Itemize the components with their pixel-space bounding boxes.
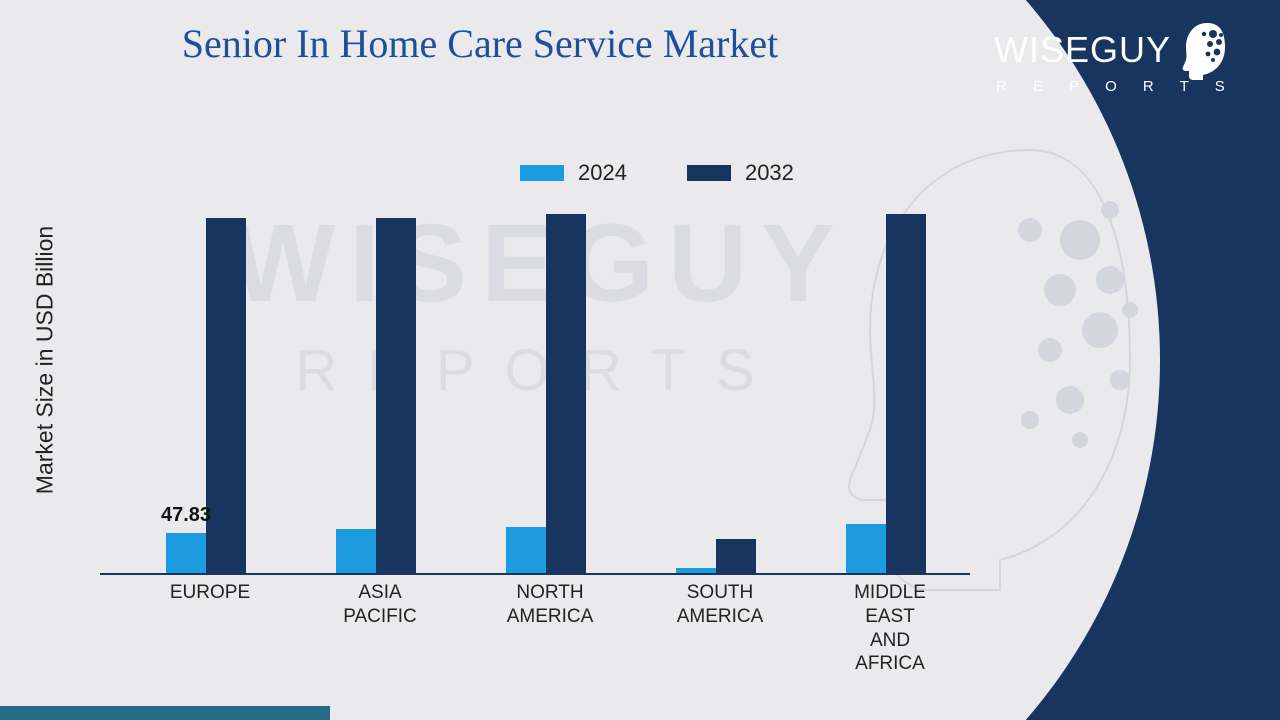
chart-title: Senior In Home Care Service Market [0,20,960,67]
category-label-mea: MIDDLEEASTANDAFRICA [815,581,965,676]
legend-label-2024: 2024 [578,160,627,186]
bar-apac-2024 [336,529,376,573]
bar-mea-2024 [846,524,886,573]
bar-europe-2024 [166,533,206,573]
legend: 2024 2032 [520,160,794,186]
bar-na-2024 [506,527,546,573]
legend-item-2024: 2024 [520,160,627,186]
y-axis-label: Market Size in USD Billion [32,226,59,494]
bar-europe-2032 [206,218,246,573]
bar-apac-2032 [376,218,416,573]
legend-label-2032: 2032 [745,160,794,186]
value-label-europe-2024: 47.83 [161,504,211,527]
bottom-accent-bar [0,706,330,720]
category-label-na: NORTHAMERICA [475,581,625,629]
category-label-europe: EUROPE [135,581,285,605]
category-label-sa: SOUTHAMERICA [645,581,795,629]
bar-sa-2032 [716,539,756,573]
legend-swatch-2032 [687,165,731,181]
plot-area: 47.83EUROPEASIAPACIFICNORTHAMERICASOUTHA… [100,195,970,575]
bar-mea-2032 [886,214,926,573]
legend-item-2032: 2032 [687,160,794,186]
logo-head-icon [1177,20,1233,80]
logo-subtext: R E P O R T S [996,78,1256,95]
logo-text: WISEGUY [994,29,1171,71]
category-label-apac: ASIAPACIFIC [305,581,455,629]
legend-swatch-2024 [520,165,564,181]
chart-canvas: WISEGUY REPORTS Senior In Home Care Serv… [0,0,1280,720]
bar-sa-2024 [676,568,716,573]
brand-logo: WISEGUY R E P O R T S [994,20,1256,95]
bar-na-2032 [546,214,586,573]
